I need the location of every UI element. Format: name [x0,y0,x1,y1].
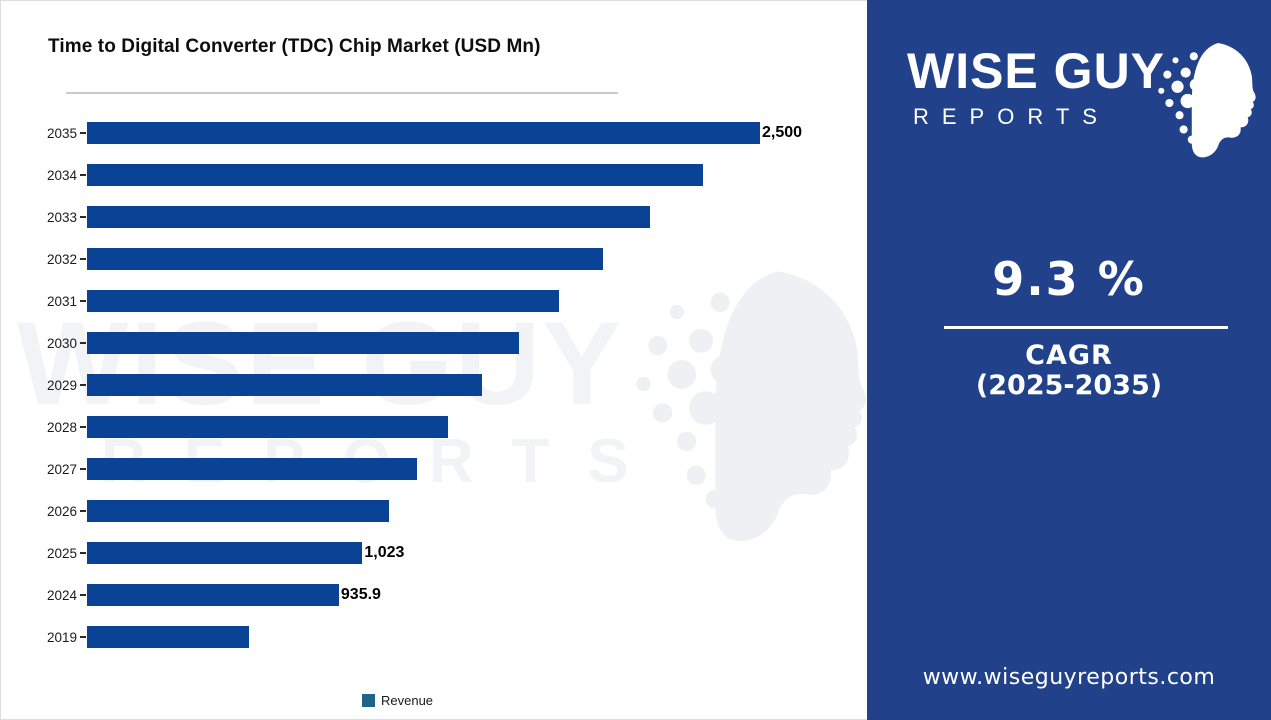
y-tick-label: 2028 [46,419,77,435]
bar-row-2027: 2027 [9,458,418,480]
bar-row-2024: 2024 935.9 [9,584,381,606]
y-tick-mark [80,510,86,512]
revenue-bar [87,374,482,396]
bar-row-2032: 2032 [9,248,603,270]
legend: Revenue [362,693,433,708]
y-tick-mark [80,342,86,344]
plot: 2035 2,500 2034 2033 2032 2031 2030 2029 2028 202… [1,1,867,719]
bar-value-label: 1,023 [364,544,405,561]
revenue-bar [87,290,559,312]
y-tick-mark [80,258,86,260]
title-divider [66,92,618,94]
logo-subtitle: REPORTS [913,104,1110,129]
revenue-bar [87,626,249,648]
revenue-bar [87,500,390,522]
revenue-bar [87,206,651,228]
y-tick-mark [80,174,86,176]
bar-row-2026: 2026 [9,500,390,522]
y-tick-mark [80,384,86,386]
y-tick-label: 2035 [46,125,77,141]
bar-row-2033: 2033 [9,206,651,228]
logo: WISE GUY REPORTS [907,42,1237,130]
bar-row-2019: 2019 [9,626,249,648]
y-tick-label: 2029 [46,377,77,393]
y-tick-label: 2033 [46,209,77,225]
y-tick-mark [80,216,86,218]
y-tick-mark [80,300,86,302]
bar-row-2034: 2034 [9,164,703,186]
y-tick-mark [80,426,86,428]
revenue-bar [87,542,363,564]
revenue-bar [87,416,449,438]
revenue-bar [87,248,603,270]
logo-head-icon [1158,43,1256,158]
revenue-bar [87,164,703,186]
bar-row-2031: 2031 [9,290,559,312]
chart-card: Time to Digital Converter (TDC) Chip Mar… [0,0,867,720]
y-tick-label: 2034 [46,167,77,183]
bar-row-2028: 2028 [9,416,449,438]
bar-value-label: 935.9 [340,586,381,603]
brand-panel: WISE GUY REPORTS 9.3 % CAGR (2025-2035) … [867,0,1271,720]
bar-row-2029: 2029 [9,374,482,396]
bar-value-label: 2,500 [762,124,803,141]
bar-row-2025: 2025 1,023 [9,542,404,564]
legend-swatch-icon [362,694,375,707]
y-tick-mark [80,132,86,134]
cagr-value: 9.3 % [992,252,1146,306]
revenue-bar [87,458,418,480]
website-url[interactable]: www.wiseguyreports.com [922,665,1216,690]
y-tick-label: 2031 [46,293,77,309]
bar-row-2035: 2035 2,500 [9,122,802,144]
y-tick-mark [80,468,86,470]
cagr-divider [944,326,1228,329]
chart-title: Time to Digital Converter (TDC) Chip Mar… [48,36,541,57]
revenue-bar [87,122,760,144]
cagr-label: CAGR [1025,340,1113,371]
y-tick-label: 2030 [46,335,77,351]
legend-label: Revenue [381,693,434,708]
y-tick-label: 2025 [46,545,77,561]
bar-row-2030: 2030 [9,332,519,354]
cagr-period: (2025-2035) [975,370,1163,401]
y-tick-label: 2032 [46,251,77,267]
y-tick-mark [80,552,86,554]
logo-wordmark: WISE GUY [907,43,1166,99]
revenue-bar [87,332,519,354]
y-tick-mark [80,636,86,638]
y-tick-label: 2026 [46,503,77,519]
y-tick-label: 2024 [46,587,77,603]
y-tick-mark [80,594,86,596]
y-tick-label: 2027 [46,461,77,477]
revenue-bar [87,584,339,606]
y-tick-label: 2019 [46,629,77,645]
